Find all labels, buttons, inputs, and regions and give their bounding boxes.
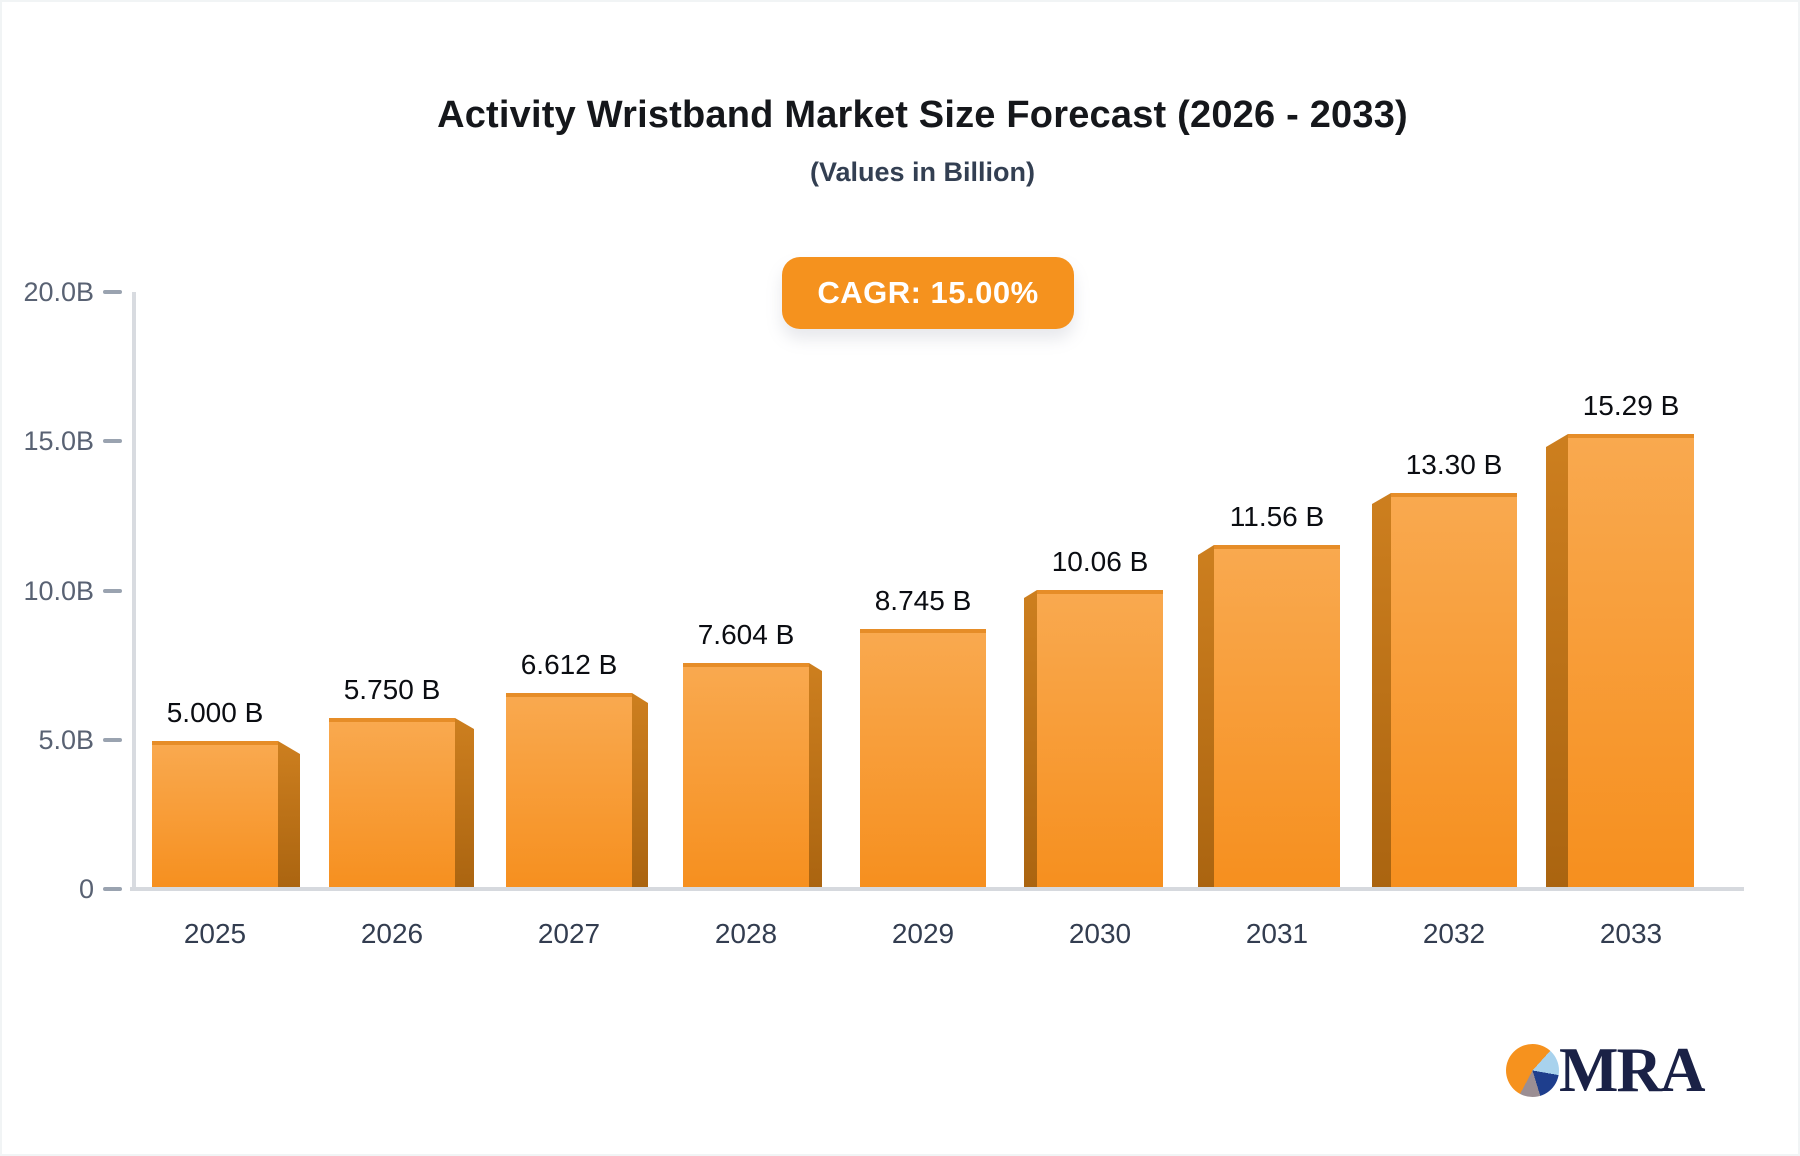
bar-front-2033 (1568, 434, 1694, 891)
y-axis-tick-mark (103, 589, 122, 593)
chart-subtitle: (Values in Billion) (809, 157, 1036, 187)
y-axis-tick-mark (103, 439, 122, 443)
x-axis-line (130, 887, 1744, 891)
bar-side-2027 (632, 693, 648, 891)
bar-value-label: 10.06 B (1051, 546, 1149, 577)
y-axis-tick-label: 0 (78, 874, 94, 904)
logo-pie-icon (1506, 1044, 1559, 1097)
bar-front-2031 (1214, 545, 1340, 891)
x-axis-label: 2032 (1422, 918, 1486, 949)
y-axis-tick-label: 5.0B (38, 725, 94, 755)
bar-side-2031 (1198, 545, 1214, 891)
bar-value-label: 11.56 B (1229, 501, 1325, 532)
y-axis-line (132, 292, 136, 890)
x-axis-label: 2029 (891, 918, 955, 949)
y-axis-tick-mark (103, 738, 122, 742)
x-axis-label: 2030 (1068, 918, 1132, 949)
bar-side-2033 (1546, 434, 1568, 891)
y-axis-tick-label: 10.0B (23, 576, 94, 606)
bar-front-2032 (1391, 493, 1517, 891)
bar-side-2032 (1372, 493, 1391, 891)
bar-front-2028 (683, 663, 809, 891)
y-axis-tick-label: 20.0B (23, 277, 94, 307)
bar-side-2026 (455, 718, 474, 891)
x-axis-label: 2027 (537, 918, 601, 949)
x-axis-label: 2033 (1599, 918, 1663, 949)
bar-value-label: 5.000 B (166, 697, 264, 728)
bar-front-2029 (860, 629, 986, 891)
bar-value-label: 7.604 B (697, 619, 795, 650)
y-axis-tick-mark (103, 290, 122, 294)
bar-side-2028 (809, 663, 822, 891)
bar-front-2027 (506, 693, 632, 891)
bar-value-label: 13.30 B (1405, 449, 1503, 480)
bar-value-label: 6.612 B (520, 649, 618, 680)
cagr-badge: CAGR: 15.00% (782, 257, 1074, 329)
bar-side-2030 (1024, 590, 1037, 891)
y-axis-tick-label: 15.0B (23, 426, 94, 456)
logo-text: MRA (1559, 1035, 1705, 1105)
x-axis-label: 2026 (360, 918, 424, 949)
bar-front-2026 (329, 718, 455, 891)
bar-value-label: 5.750 B (343, 674, 441, 705)
bar-front-2030 (1037, 590, 1163, 891)
bar-front-2025 (152, 741, 278, 891)
bar-value-label: 8.745 B (874, 585, 972, 616)
y-axis-tick-mark (103, 887, 122, 891)
x-axis-label: 2025 (183, 918, 247, 949)
x-axis-label: 2028 (714, 918, 778, 949)
x-axis-label: 2031 (1245, 918, 1309, 949)
bar-side-2025 (278, 741, 300, 891)
bar-value-label: 15.29 B (1582, 390, 1680, 421)
logo: MRA (1506, 1035, 1705, 1105)
chart-title: Activity Wristband Market Size Forecast … (437, 94, 1408, 136)
chart-header: Activity Wristband Market Size Forecast … (47, 94, 1798, 188)
